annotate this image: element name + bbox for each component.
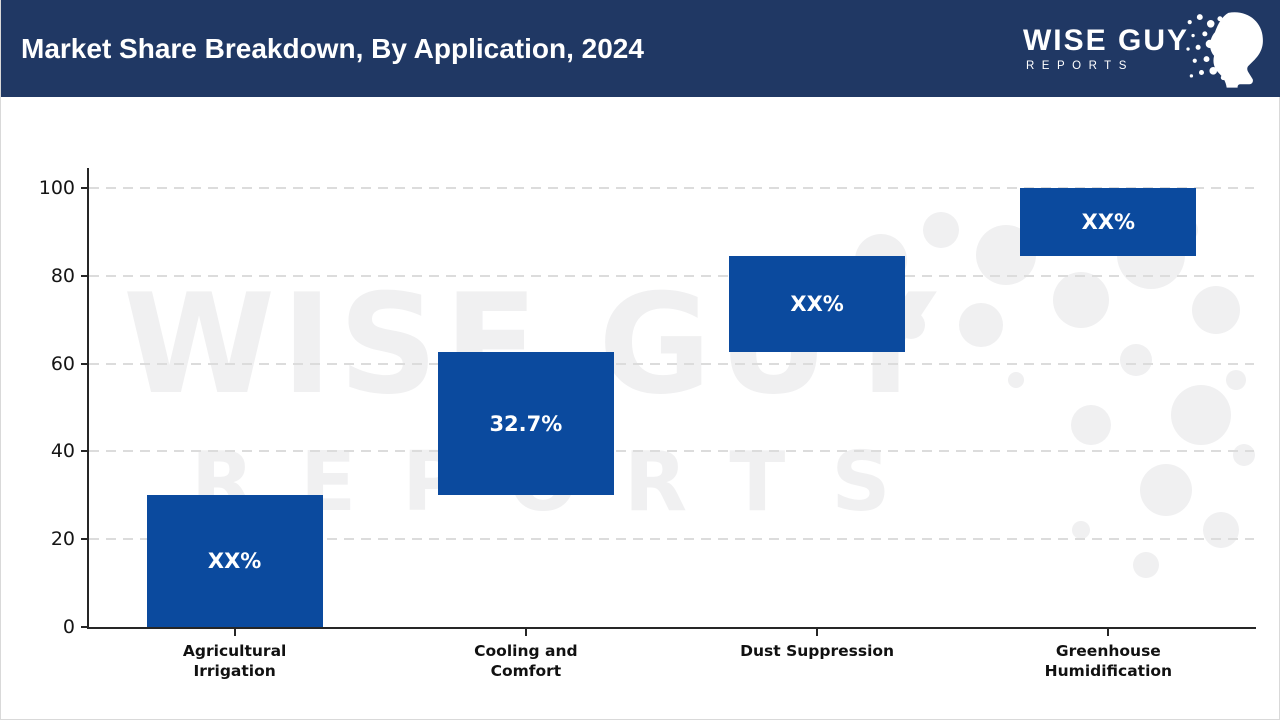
y-tick-mark	[81, 362, 89, 365]
header-bar: Market Share Breakdown, By Application, …	[1, 0, 1280, 97]
gridline-60	[89, 362, 1254, 365]
bar-value-label: XX%	[790, 291, 844, 316]
x-tick-mark	[816, 629, 819, 636]
y-tick-mark	[81, 626, 89, 628]
bar-value-label: 32.7%	[489, 411, 563, 436]
y-tick-mark	[81, 450, 89, 453]
y-tick-mark	[81, 538, 89, 541]
logo-wordmark: WISE GUY	[1022, 24, 1189, 57]
logo-face-icon	[1186, 12, 1263, 88]
y-tick-label: 60	[50, 352, 75, 375]
y-tick-label: 20	[50, 528, 75, 551]
y-axis-line	[87, 168, 89, 629]
bar-segment-2: 32.7%	[437, 351, 614, 496]
y-tick-mark	[81, 187, 89, 189]
x-tick-mark	[524, 629, 527, 636]
y-tick-label: 80	[50, 264, 75, 287]
category-label-2: Cooling and Comfort	[474, 642, 578, 680]
bar-segment-4: XX%	[1020, 188, 1197, 257]
y-tick-label: 100	[38, 177, 75, 199]
gridline-80	[89, 274, 1254, 277]
category-label-4: Greenhouse Humidification	[1044, 642, 1173, 680]
brand-logo: WISE GUY REPORTS	[1023, 8, 1267, 90]
category-label-1: Agricultural Irrigation	[182, 642, 287, 680]
x-tick-mark	[233, 629, 236, 636]
gridline-100	[89, 187, 1254, 189]
brand-logo-text: WISE GUY REPORTS	[1022, 24, 1189, 73]
bar-value-label: XX%	[1081, 210, 1136, 235]
bar-value-label: XX%	[207, 549, 262, 574]
y-tick-label: 0	[62, 616, 75, 638]
y-tick-mark	[81, 274, 89, 277]
bar-segment-3: XX%	[729, 256, 906, 352]
x-tick-mark	[1107, 629, 1110, 636]
gridline-40	[89, 450, 1254, 453]
x-axis-line	[87, 627, 1256, 629]
category-label-3: Dust Suppression	[740, 642, 895, 660]
bar-segment-1: XX%	[146, 495, 323, 627]
gridline-20	[89, 538, 1254, 541]
logo-subtext: REPORTS	[1025, 60, 1134, 72]
page-title: Market Share Breakdown, By Application, …	[21, 33, 644, 64]
y-tick-label: 40	[50, 440, 75, 463]
